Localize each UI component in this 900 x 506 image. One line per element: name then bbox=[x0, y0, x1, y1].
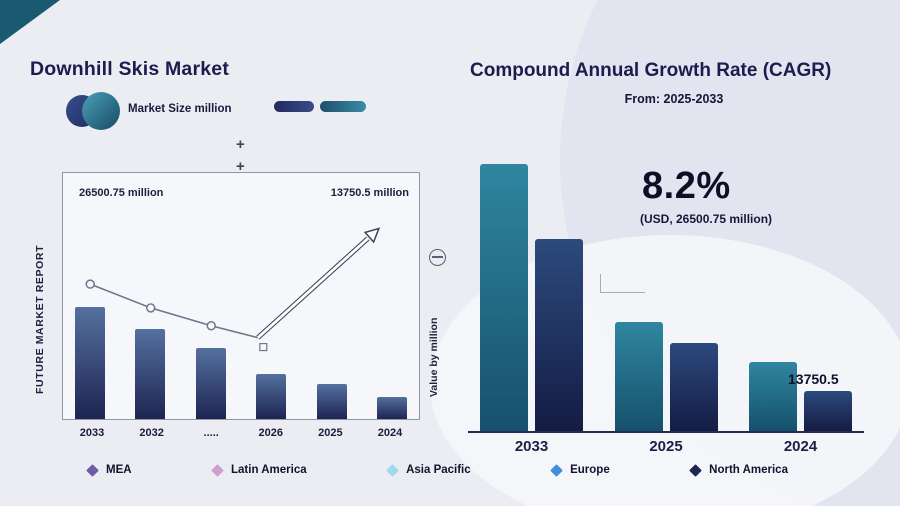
legend-label: Europe bbox=[570, 464, 610, 476]
diamond-icon bbox=[550, 463, 563, 477]
right-bar-groups bbox=[480, 160, 852, 431]
bracket-decoration bbox=[600, 274, 645, 293]
right-bar-group-2025 bbox=[614, 322, 718, 431]
plus-decoration: + bbox=[236, 136, 245, 153]
diamond-icon bbox=[386, 463, 399, 477]
cylinder-icon bbox=[66, 92, 122, 130]
circle-minus-decoration bbox=[429, 249, 446, 266]
annotation-2024-value: 13750.5 bbox=[788, 371, 839, 387]
legend-item-mea: MEA bbox=[86, 463, 132, 477]
legend-pill-teal bbox=[320, 101, 366, 112]
cylinder-front-disc bbox=[82, 92, 120, 130]
left-x-label: ..... bbox=[203, 427, 219, 439]
right-x-label: 2024 bbox=[783, 438, 818, 455]
right-x-axis-line bbox=[468, 431, 864, 433]
right-bar-primary-2025 bbox=[614, 322, 663, 431]
right-bar-primary-2024 bbox=[749, 362, 797, 431]
right-bar-secondary-2024 bbox=[804, 391, 852, 431]
diamond-icon bbox=[689, 463, 703, 477]
region-legend: MEA Latin America Asia Pacific Europe North … bbox=[86, 463, 788, 477]
legend-label: MEA bbox=[106, 464, 132, 476]
annotation-top-right: 13750.5 million bbox=[330, 187, 409, 199]
cagr-subtitle: From: 2025-2033 bbox=[624, 92, 724, 106]
right-bar-secondary-2033 bbox=[535, 239, 583, 431]
market-size-legend-label: Market Size million bbox=[128, 103, 232, 115]
left-x-label: 2032 bbox=[139, 427, 164, 439]
legend-label: Latin America bbox=[231, 464, 307, 476]
annotation-top-left: 26500.75 million bbox=[79, 187, 164, 199]
right-bar-secondary-2025 bbox=[669, 343, 718, 431]
right-x-label: 2033 bbox=[514, 438, 549, 455]
legend-label: Asia Pacific bbox=[406, 464, 471, 476]
left-x-label: 2024 bbox=[377, 427, 403, 439]
left-bar-2025 bbox=[316, 384, 347, 419]
left-bar-area bbox=[75, 194, 407, 419]
left-x-label: 2026 bbox=[258, 427, 284, 439]
cagr-title: Compound Annual Growth Rate (CAGR) bbox=[470, 60, 832, 81]
left-bar-..... bbox=[195, 348, 226, 419]
legend-pill-dark bbox=[274, 101, 314, 112]
legend-item-north-america: North America bbox=[689, 463, 788, 477]
legend-item-europe: Europe bbox=[550, 463, 610, 477]
left-x-axis: 2033 2032..... 2026 2025 2024 bbox=[74, 427, 408, 439]
diamond-icon bbox=[86, 463, 99, 477]
cagr-caption: (USD, 26500.75 million) bbox=[640, 212, 773, 226]
left-chart-side-label: FUTURE MARKET REPORT bbox=[34, 244, 46, 394]
right-x-label: 2025 bbox=[649, 438, 683, 455]
left-bar-2033 bbox=[75, 307, 105, 419]
left-bar-2026 bbox=[256, 374, 287, 419]
right-bar-group-2033 bbox=[480, 164, 583, 431]
page-title: Downhill Skis Market bbox=[30, 58, 230, 80]
market-size-chart: 26500.75 million 13750.5 million bbox=[62, 172, 420, 420]
left-bar-2024 bbox=[376, 397, 407, 419]
diamond-icon bbox=[211, 463, 224, 477]
cagr-value: 8.2% bbox=[642, 165, 731, 207]
legend-item-asia-pacific: Asia Pacific bbox=[386, 463, 471, 477]
left-x-label: 2025 bbox=[318, 427, 343, 439]
left-x-label: 2033 bbox=[79, 427, 105, 439]
right-bar-primary-2033 bbox=[480, 164, 528, 431]
legend-item-latin-america: Latin America bbox=[211, 463, 307, 477]
left-bar-2032 bbox=[135, 329, 166, 419]
corner-accent-shape bbox=[0, 0, 60, 44]
right-chart-ylabel: Value by million bbox=[428, 317, 440, 397]
legend-label: North America bbox=[709, 464, 788, 476]
plus-decoration: + bbox=[236, 158, 245, 175]
right-x-axis: 2033 2025 2024 bbox=[480, 438, 852, 455]
right-bar-group-2024 bbox=[749, 362, 852, 431]
